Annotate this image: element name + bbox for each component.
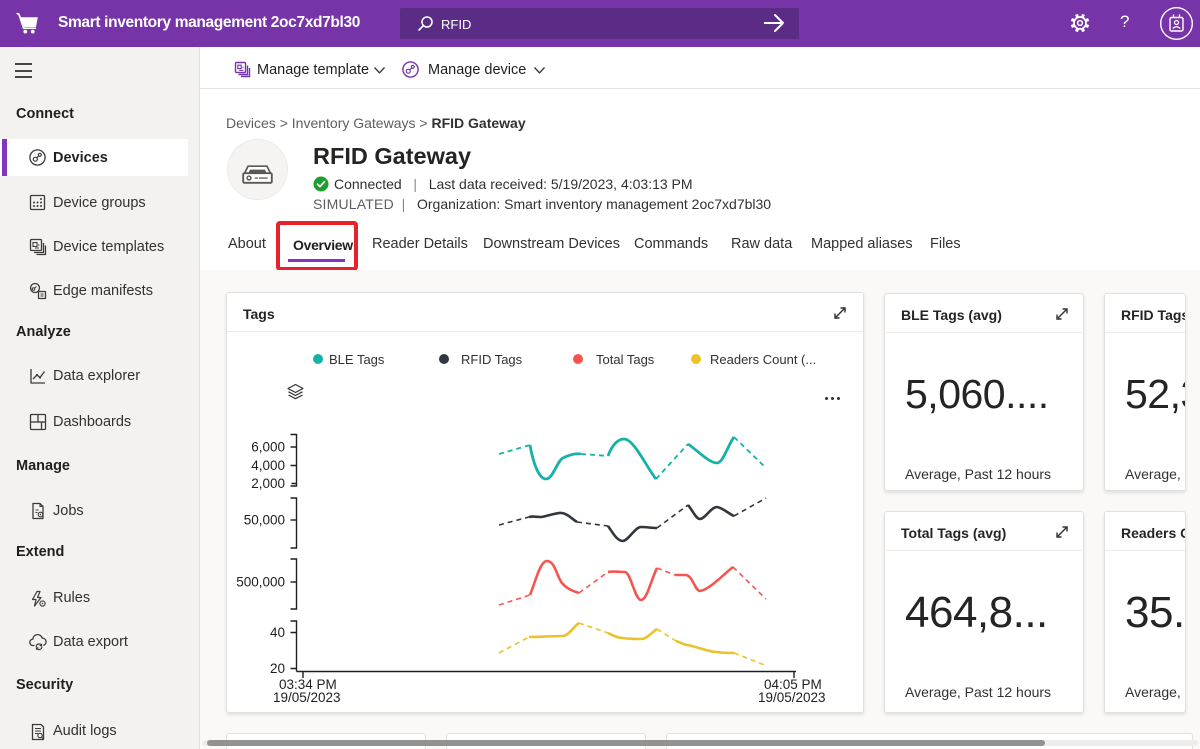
svg-text:2,000: 2,000	[251, 476, 285, 491]
svg-text:6,000: 6,000	[251, 440, 285, 455]
svg-text:04:05 PM: 04:05 PM	[764, 677, 822, 692]
svg-text:40: 40	[270, 625, 285, 640]
svg-text:4,000: 4,000	[251, 458, 285, 473]
svg-text:19/05/2023: 19/05/2023	[273, 690, 341, 705]
svg-text:20: 20	[270, 661, 285, 676]
svg-text:500,000: 500,000	[236, 575, 285, 590]
svg-text:50,000: 50,000	[244, 513, 285, 528]
svg-text:19/05/2023: 19/05/2023	[758, 690, 826, 705]
svg-text:03:34 PM: 03:34 PM	[279, 677, 337, 692]
